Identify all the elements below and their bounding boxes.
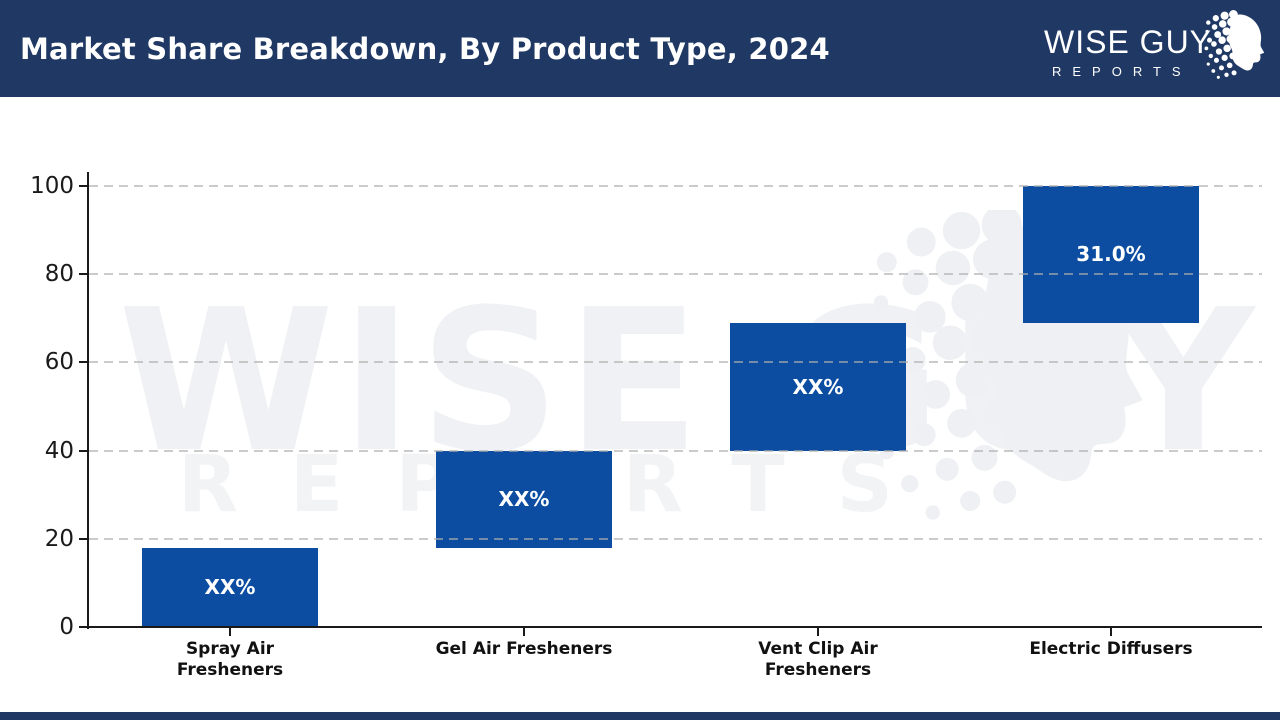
y-tick-label: 0 bbox=[59, 614, 74, 640]
bar-segment: XX% bbox=[436, 450, 612, 548]
x-axis-label: Gel Air Fresheners bbox=[435, 639, 613, 659]
x-axis-label: Spray Air Fresheners bbox=[176, 639, 284, 680]
x-axis-line bbox=[88, 626, 1262, 628]
x-tick-mark bbox=[229, 628, 231, 636]
x-tick-mark bbox=[523, 628, 525, 636]
brand-logo: WISE GUY REPORTS bbox=[1008, 8, 1268, 92]
y-tick-mark-60 bbox=[79, 361, 88, 364]
y-axis-line bbox=[87, 172, 89, 629]
logo-face-dots-icon bbox=[1204, 10, 1265, 79]
y-tick-mark-80 bbox=[79, 273, 88, 276]
y-tick-label: 80 bbox=[44, 261, 74, 288]
gridline-40 bbox=[89, 449, 1262, 452]
bar-value-label: XX% bbox=[498, 487, 550, 512]
y-tick-mark-20 bbox=[79, 537, 88, 540]
bar-segment: 31.0% bbox=[1023, 186, 1199, 323]
header: Market Share Breakdown, By Product Type,… bbox=[0, 0, 1280, 97]
y-tick-label: 40 bbox=[44, 437, 74, 464]
y-tick-label: 20 bbox=[44, 525, 74, 552]
bar-value-label: 31.0% bbox=[1076, 242, 1146, 267]
footer-bar bbox=[0, 712, 1280, 720]
y-tick-mark-40 bbox=[79, 449, 88, 452]
y-tick-label: 100 bbox=[30, 173, 74, 199]
bar-segment: XX% bbox=[142, 547, 318, 627]
x-tick-mark bbox=[817, 628, 819, 636]
bar-value-label: XX% bbox=[792, 374, 844, 399]
gridline-20 bbox=[89, 537, 1262, 540]
logo-subtext: REPORTS bbox=[1052, 64, 1192, 79]
bar-segment: XX% bbox=[730, 322, 906, 451]
gridline-60 bbox=[89, 361, 1262, 364]
gridline-100 bbox=[89, 185, 1262, 187]
x-axis-label: Electric Diffusers bbox=[1029, 639, 1193, 659]
gridline-80 bbox=[89, 273, 1262, 276]
bar-value-label: XX% bbox=[204, 575, 256, 600]
y-tick-label: 60 bbox=[44, 349, 74, 376]
y-tick-mark-100 bbox=[79, 185, 88, 187]
chart-title: Market Share Breakdown, By Product Type,… bbox=[20, 31, 830, 66]
logo-wordmark: WISE GUY bbox=[1044, 24, 1213, 60]
x-tick-mark bbox=[1110, 628, 1112, 636]
x-axis-label: Vent Clip Air Fresheners bbox=[758, 639, 878, 680]
y-tick-mark-0 bbox=[79, 626, 88, 628]
